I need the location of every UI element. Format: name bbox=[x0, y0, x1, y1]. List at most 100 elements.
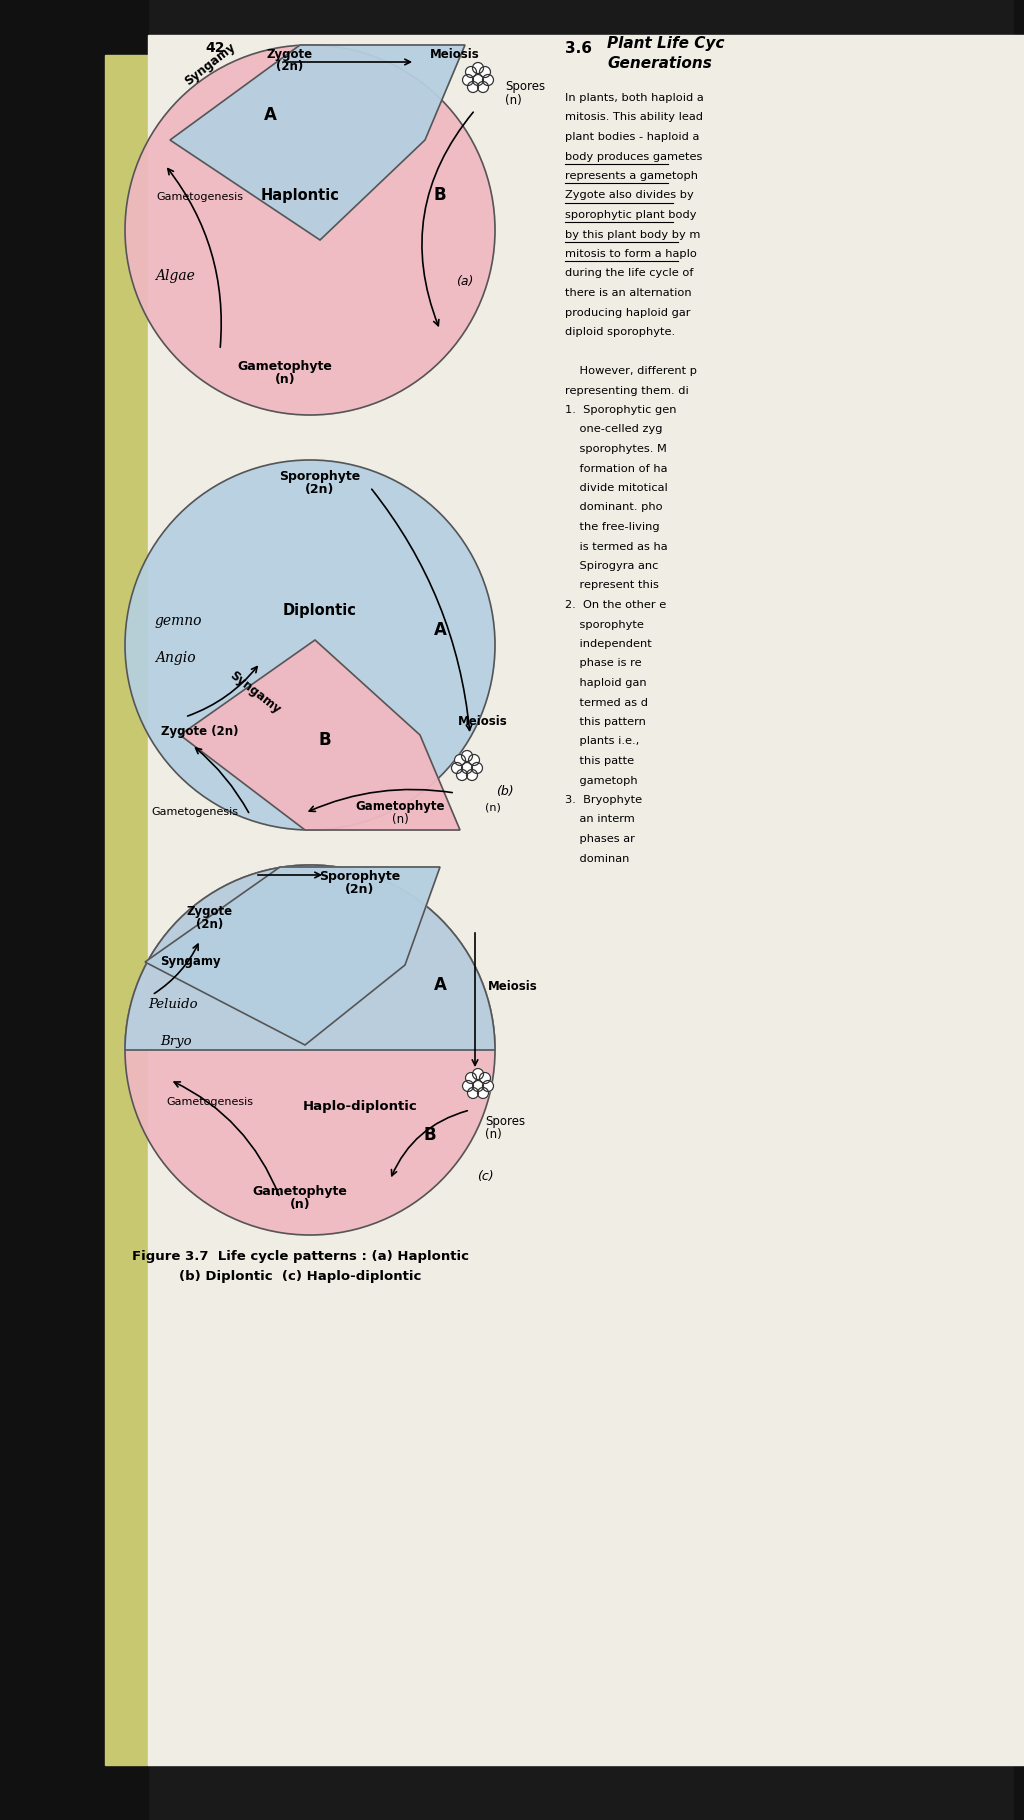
Text: is termed as ha: is termed as ha bbox=[565, 542, 668, 551]
Text: Zygote also divides by: Zygote also divides by bbox=[565, 191, 693, 200]
Text: representing them. di: representing them. di bbox=[565, 386, 689, 395]
Text: this patte: this patte bbox=[565, 755, 634, 766]
Circle shape bbox=[472, 1081, 483, 1092]
Text: Syngamy: Syngamy bbox=[160, 956, 220, 968]
Text: (n): (n) bbox=[391, 814, 409, 826]
Text: plants i.e.,: plants i.e., bbox=[565, 737, 639, 746]
Text: (a): (a) bbox=[457, 275, 474, 288]
Bar bbox=[1014, 0, 1024, 1820]
Text: divide mitotical: divide mitotical bbox=[565, 482, 668, 493]
Text: sporophytes. M: sporophytes. M bbox=[565, 444, 667, 453]
Text: Generations: Generations bbox=[607, 56, 712, 71]
Circle shape bbox=[472, 1068, 483, 1079]
Text: Spores: Spores bbox=[485, 1116, 525, 1128]
Text: 2.  On the other e: 2. On the other e bbox=[565, 601, 667, 610]
Circle shape bbox=[462, 763, 472, 773]
Polygon shape bbox=[145, 866, 440, 1045]
Text: (2n): (2n) bbox=[197, 917, 223, 932]
Text: during the life cycle of: during the life cycle of bbox=[565, 269, 693, 278]
Text: (2n): (2n) bbox=[345, 883, 375, 895]
Circle shape bbox=[452, 763, 463, 773]
Circle shape bbox=[462, 750, 472, 761]
Text: 42: 42 bbox=[205, 42, 224, 55]
Text: (b) Diplontic  (c) Haplo-diplontic: (b) Diplontic (c) Haplo-diplontic bbox=[179, 1270, 421, 1283]
Text: (c): (c) bbox=[477, 1170, 494, 1183]
Text: phases ar: phases ar bbox=[565, 834, 635, 844]
Circle shape bbox=[482, 75, 494, 86]
Text: Sporophyte: Sporophyte bbox=[319, 870, 400, 883]
Text: Zygote: Zygote bbox=[187, 905, 233, 917]
Circle shape bbox=[479, 1072, 490, 1083]
Text: Figure 3.7  Life cycle patterns : (a) Haplontic: Figure 3.7 Life cycle patterns : (a) Hap… bbox=[131, 1250, 469, 1263]
Text: Zygote (2n): Zygote (2n) bbox=[161, 724, 239, 737]
Text: dominant. pho: dominant. pho bbox=[565, 502, 663, 513]
Circle shape bbox=[466, 67, 476, 78]
Text: 1.  Sporophytic gen: 1. Sporophytic gen bbox=[565, 406, 677, 415]
Circle shape bbox=[463, 1081, 473, 1092]
Text: (b): (b) bbox=[497, 784, 514, 797]
Circle shape bbox=[482, 1081, 494, 1092]
Text: Bryo: Bryo bbox=[160, 1036, 191, 1048]
Text: (2n): (2n) bbox=[305, 482, 335, 497]
Circle shape bbox=[477, 1088, 488, 1099]
Text: gemno: gemno bbox=[155, 613, 203, 628]
Circle shape bbox=[468, 1088, 478, 1099]
Text: (n): (n) bbox=[505, 95, 522, 107]
Circle shape bbox=[472, 62, 483, 73]
Text: represents a gametoph: represents a gametoph bbox=[565, 171, 698, 180]
Text: B: B bbox=[434, 186, 446, 204]
Text: Zygote: Zygote bbox=[267, 47, 313, 62]
Circle shape bbox=[468, 82, 478, 93]
Text: Haplontic: Haplontic bbox=[260, 187, 339, 204]
Text: by this plant body by m: by this plant body by m bbox=[565, 229, 700, 240]
Text: Plant Life Cyc: Plant Life Cyc bbox=[607, 36, 725, 51]
Text: (n): (n) bbox=[485, 1128, 502, 1141]
Text: Syngamy: Syngamy bbox=[182, 40, 238, 87]
Text: 3.6: 3.6 bbox=[565, 42, 592, 56]
Text: there is an alternation: there is an alternation bbox=[565, 288, 691, 298]
Text: diploid sporophyte.: diploid sporophyte. bbox=[565, 328, 675, 337]
Text: Sporophyte: Sporophyte bbox=[280, 470, 360, 482]
Circle shape bbox=[472, 75, 483, 86]
Text: Gametogenesis: Gametogenesis bbox=[152, 806, 239, 817]
Text: Gametogenesis: Gametogenesis bbox=[167, 1097, 254, 1107]
Text: Peluido: Peluido bbox=[148, 997, 198, 1010]
Text: Meiosis: Meiosis bbox=[458, 715, 508, 728]
Circle shape bbox=[479, 67, 490, 78]
Text: mitosis. This ability lead: mitosis. This ability lead bbox=[565, 113, 703, 122]
Polygon shape bbox=[170, 46, 465, 240]
Text: (n): (n) bbox=[290, 1198, 310, 1210]
Text: Gametogenesis: Gametogenesis bbox=[157, 191, 244, 202]
Text: an interm: an interm bbox=[565, 815, 635, 824]
Text: the free-living: the free-living bbox=[565, 522, 659, 531]
Text: Algae: Algae bbox=[155, 269, 195, 282]
Text: haploid gan: haploid gan bbox=[565, 679, 646, 688]
Text: producing haploid gar: producing haploid gar bbox=[565, 308, 690, 317]
Text: (n): (n) bbox=[485, 803, 501, 812]
Text: body produces gametes: body produces gametes bbox=[565, 151, 702, 162]
Text: sporophytic plant body: sporophytic plant body bbox=[565, 209, 696, 220]
Text: Syngamy: Syngamy bbox=[227, 668, 283, 715]
Circle shape bbox=[125, 460, 495, 830]
Bar bbox=[105, 55, 148, 1765]
Circle shape bbox=[457, 770, 468, 781]
Text: gametoph: gametoph bbox=[565, 775, 638, 786]
Text: represent this: represent this bbox=[565, 581, 658, 590]
Circle shape bbox=[466, 1072, 476, 1083]
Polygon shape bbox=[180, 641, 460, 830]
Text: A: A bbox=[433, 621, 446, 639]
Text: mitosis to form a haplo: mitosis to form a haplo bbox=[565, 249, 697, 258]
Text: Meiosis: Meiosis bbox=[488, 979, 538, 994]
Text: In plants, both haploid a: In plants, both haploid a bbox=[565, 93, 703, 104]
Text: independent: independent bbox=[565, 639, 651, 650]
Circle shape bbox=[455, 755, 466, 766]
Text: B: B bbox=[318, 732, 332, 750]
Circle shape bbox=[125, 864, 495, 1236]
Circle shape bbox=[471, 763, 482, 773]
Text: termed as d: termed as d bbox=[565, 697, 648, 708]
Text: sporophyte: sporophyte bbox=[565, 619, 644, 630]
Text: A: A bbox=[433, 976, 446, 994]
Text: dominan: dominan bbox=[565, 854, 630, 863]
Text: Angio: Angio bbox=[155, 652, 196, 664]
Circle shape bbox=[463, 75, 473, 86]
